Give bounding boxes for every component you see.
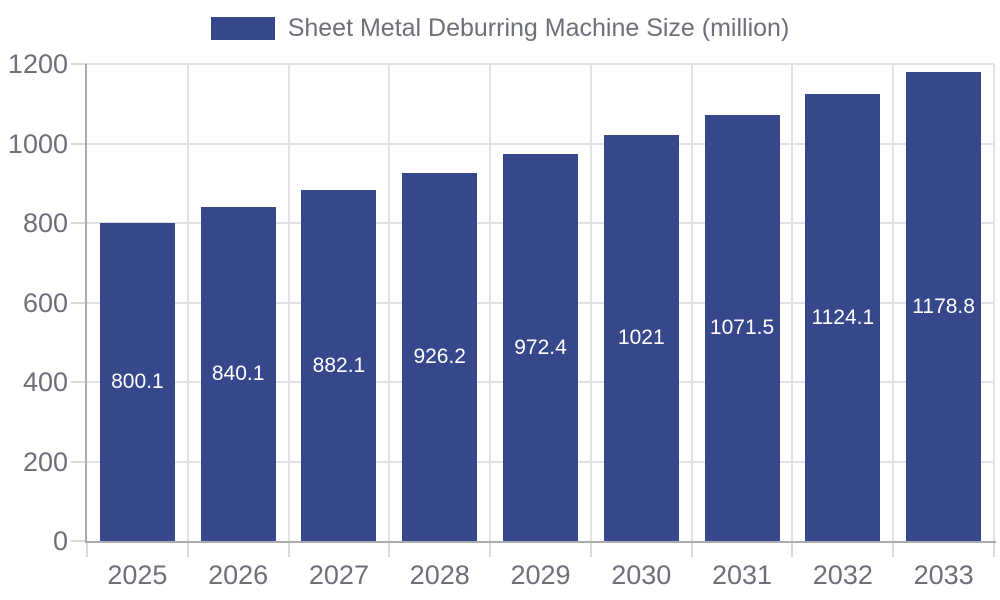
legend-swatch [210, 17, 275, 40]
y-axis-label: 1000 [7, 128, 68, 159]
y-axis-label: 800 [22, 208, 68, 238]
bar-value-label: 800.1 [111, 369, 164, 393]
y-axis-label: 600 [22, 287, 68, 318]
bar-value-label: 926.2 [413, 344, 466, 368]
x-axis-label: 2032 [812, 560, 873, 590]
gridline [287, 64, 290, 541]
y-axis-label: 0 [52, 526, 68, 556]
gridline [489, 64, 492, 541]
bar-value-label: 1178.8 [912, 294, 975, 318]
y-axis-line [85, 64, 87, 543]
x-axis-tick [791, 541, 794, 557]
y-axis-tick [71, 142, 87, 145]
y-axis-tick [71, 222, 87, 224]
x-axis-tick [86, 541, 88, 557]
bar-2028[interactable]: 926.2 [402, 172, 478, 541]
y-axis-label: 200 [22, 446, 68, 477]
bar-value-label: 1071.5 [709, 316, 775, 340]
y-axis-tick [71, 63, 87, 65]
bar-2026[interactable]: 840.1 [200, 207, 276, 541]
y-axis-label: 1200 [7, 49, 68, 79]
legend[interactable]: Sheet Metal Deburring Machine Size (mill… [0, 14, 1000, 43]
x-axis-label: 2030 [611, 560, 672, 590]
x-axis-label: 2027 [308, 560, 369, 590]
y-axis-tick [71, 381, 87, 383]
bar-2029[interactable]: 972.4 [503, 154, 578, 541]
x-axis-tick [489, 541, 492, 557]
x-axis-tick [993, 541, 995, 557]
gridline [690, 64, 693, 541]
gridline [791, 64, 794, 541]
gridline [892, 64, 895, 541]
bar-value-label: 840.1 [211, 362, 265, 386]
bar-2033[interactable]: 1178.8 [906, 72, 982, 541]
bar-2027[interactable]: 882.1 [301, 190, 377, 541]
bar-value-label: 882.1 [312, 353, 366, 377]
x-axis-tick [186, 541, 189, 557]
bar-value-label: 1124.1 [811, 305, 875, 329]
x-axis-tick [589, 541, 592, 557]
gridline [589, 64, 592, 541]
bar-2025[interactable]: 800.1 [99, 222, 175, 541]
bar-2031[interactable]: 1071.5 [704, 115, 780, 541]
bar-value-label: 972.4 [514, 335, 567, 359]
x-axis-tick [287, 541, 290, 557]
x-axis-tick [388, 541, 391, 557]
x-axis-label: 2025 [107, 560, 168, 590]
gridline [993, 64, 995, 541]
x-axis-label: 2026 [208, 560, 269, 590]
x-axis-label: 2029 [510, 560, 571, 590]
x-axis-label: 2033 [913, 560, 974, 590]
gridline [87, 63, 994, 65]
y-axis-tick [71, 540, 87, 542]
gridline [388, 64, 391, 541]
legend-label: Sheet Metal Deburring Machine Size (mill… [287, 14, 790, 42]
x-axis-label: 2028 [409, 560, 470, 590]
x-axis-tick [892, 541, 895, 557]
x-axis-tick [690, 541, 693, 557]
y-axis-label: 400 [22, 367, 68, 397]
bar-2030[interactable]: 1021 [603, 135, 679, 541]
bar-value-label: 1021 [617, 326, 665, 350]
y-axis-tick [71, 460, 87, 463]
x-axis-line [85, 541, 996, 543]
x-axis-label: 2031 [712, 560, 773, 590]
bar-2032[interactable]: 1124.1 [805, 94, 881, 541]
y-axis-tick [71, 301, 87, 304]
gridline [87, 142, 994, 145]
gridline [186, 64, 189, 541]
